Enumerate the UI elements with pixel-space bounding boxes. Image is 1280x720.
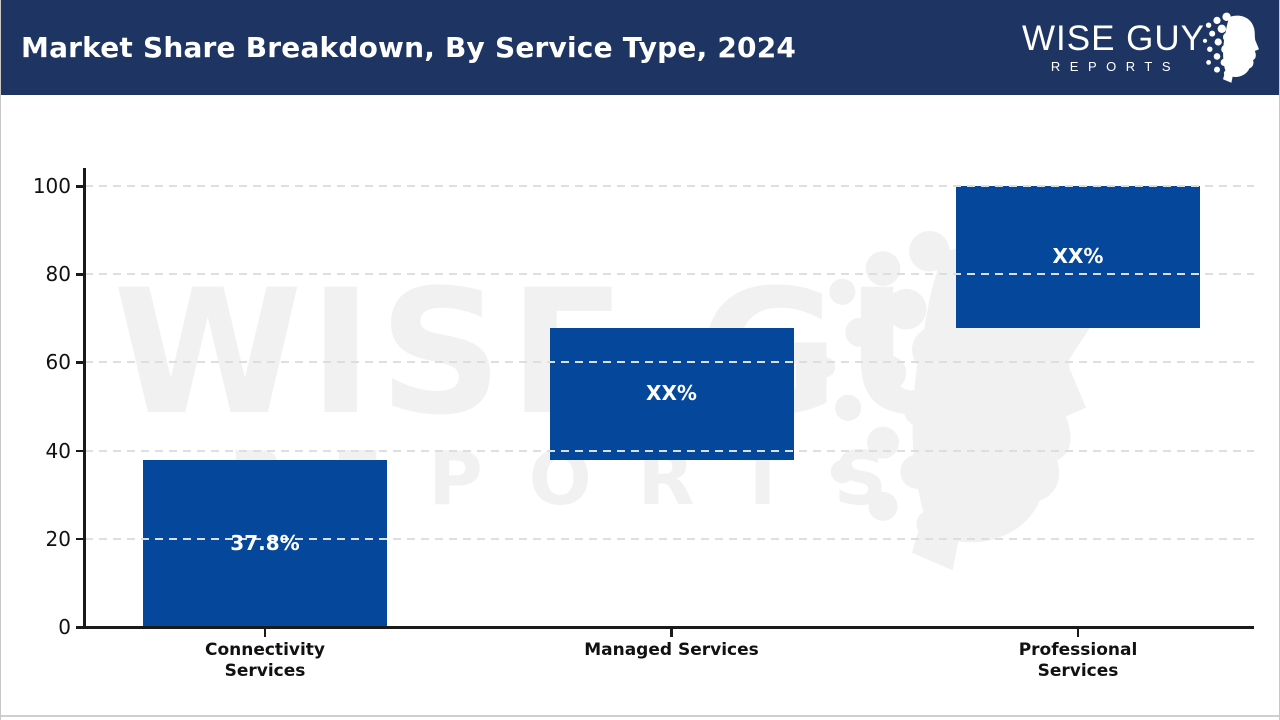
- gridline: [85, 273, 1254, 276]
- y-tick-mark: [76, 449, 85, 453]
- x-category-label-line: Managed Services: [584, 640, 759, 660]
- y-tick-label: 100: [32, 174, 71, 198]
- y-tick-mark: [76, 361, 85, 364]
- gridline: [85, 537, 1254, 540]
- x-tick-mark: [1076, 628, 1080, 637]
- x-tick-mark: [263, 628, 267, 637]
- x-category-label: Managed Services: [512, 640, 832, 661]
- bar: [143, 460, 387, 627]
- x-category-label-line: Services: [1037, 660, 1119, 681]
- y-tick-mark: [76, 273, 85, 276]
- chart-title: Market Share Breakdown, By Service Type,…: [21, 31, 797, 64]
- x-axis-line: [83, 626, 1254, 629]
- header-bar: Market Share Breakdown, By Service Type,…: [1, 0, 1279, 95]
- y-tick-label: 60: [45, 350, 71, 375]
- wiseguy-face-icon: [1202, 12, 1259, 83]
- bottom-border: [1, 715, 1279, 717]
- gridline: [85, 185, 1254, 187]
- x-category-label-line: Connectivity: [204, 640, 326, 660]
- y-tick-mark: [76, 626, 85, 629]
- bar-value-label: XX%: [1052, 244, 1104, 268]
- y-tick-label: 80: [45, 262, 71, 287]
- y-tick-mark: [76, 537, 85, 541]
- bar-value-label: 37.8%: [230, 530, 300, 555]
- x-category-label-line: Professional: [1018, 640, 1138, 660]
- y-tick-label: 40: [45, 438, 71, 463]
- plot-area: 37.8% XX% XX% 0 20 40 60 80 100 Connectivity Servi…: [1, 95, 1279, 717]
- wiseguy-logo: WISE GUY REPORTS: [1022, 9, 1259, 87]
- y-tick-mark: [76, 185, 85, 188]
- y-axis-line: [83, 168, 86, 629]
- x-tick-mark: [670, 628, 673, 637]
- x-category-label: Professional Services: [918, 640, 1238, 681]
- y-tick-label: 0: [58, 615, 71, 639]
- bar: [956, 186, 1200, 328]
- x-category-label: Connectivity Services: [105, 640, 425, 681]
- x-category-label-line: Services: [224, 660, 306, 681]
- gridline: [85, 449, 1254, 452]
- bar: [549, 328, 794, 461]
- gridline: [85, 361, 1254, 364]
- logo-name-text: WISE GUY: [1021, 18, 1205, 58]
- bar-value-label: XX%: [646, 381, 697, 406]
- logo-sub-text: REPORTS: [1050, 59, 1181, 75]
- y-tick-label: 20: [45, 526, 71, 551]
- wiseguy-logo-text: WISE GUY REPORTS: [1021, 18, 1205, 75]
